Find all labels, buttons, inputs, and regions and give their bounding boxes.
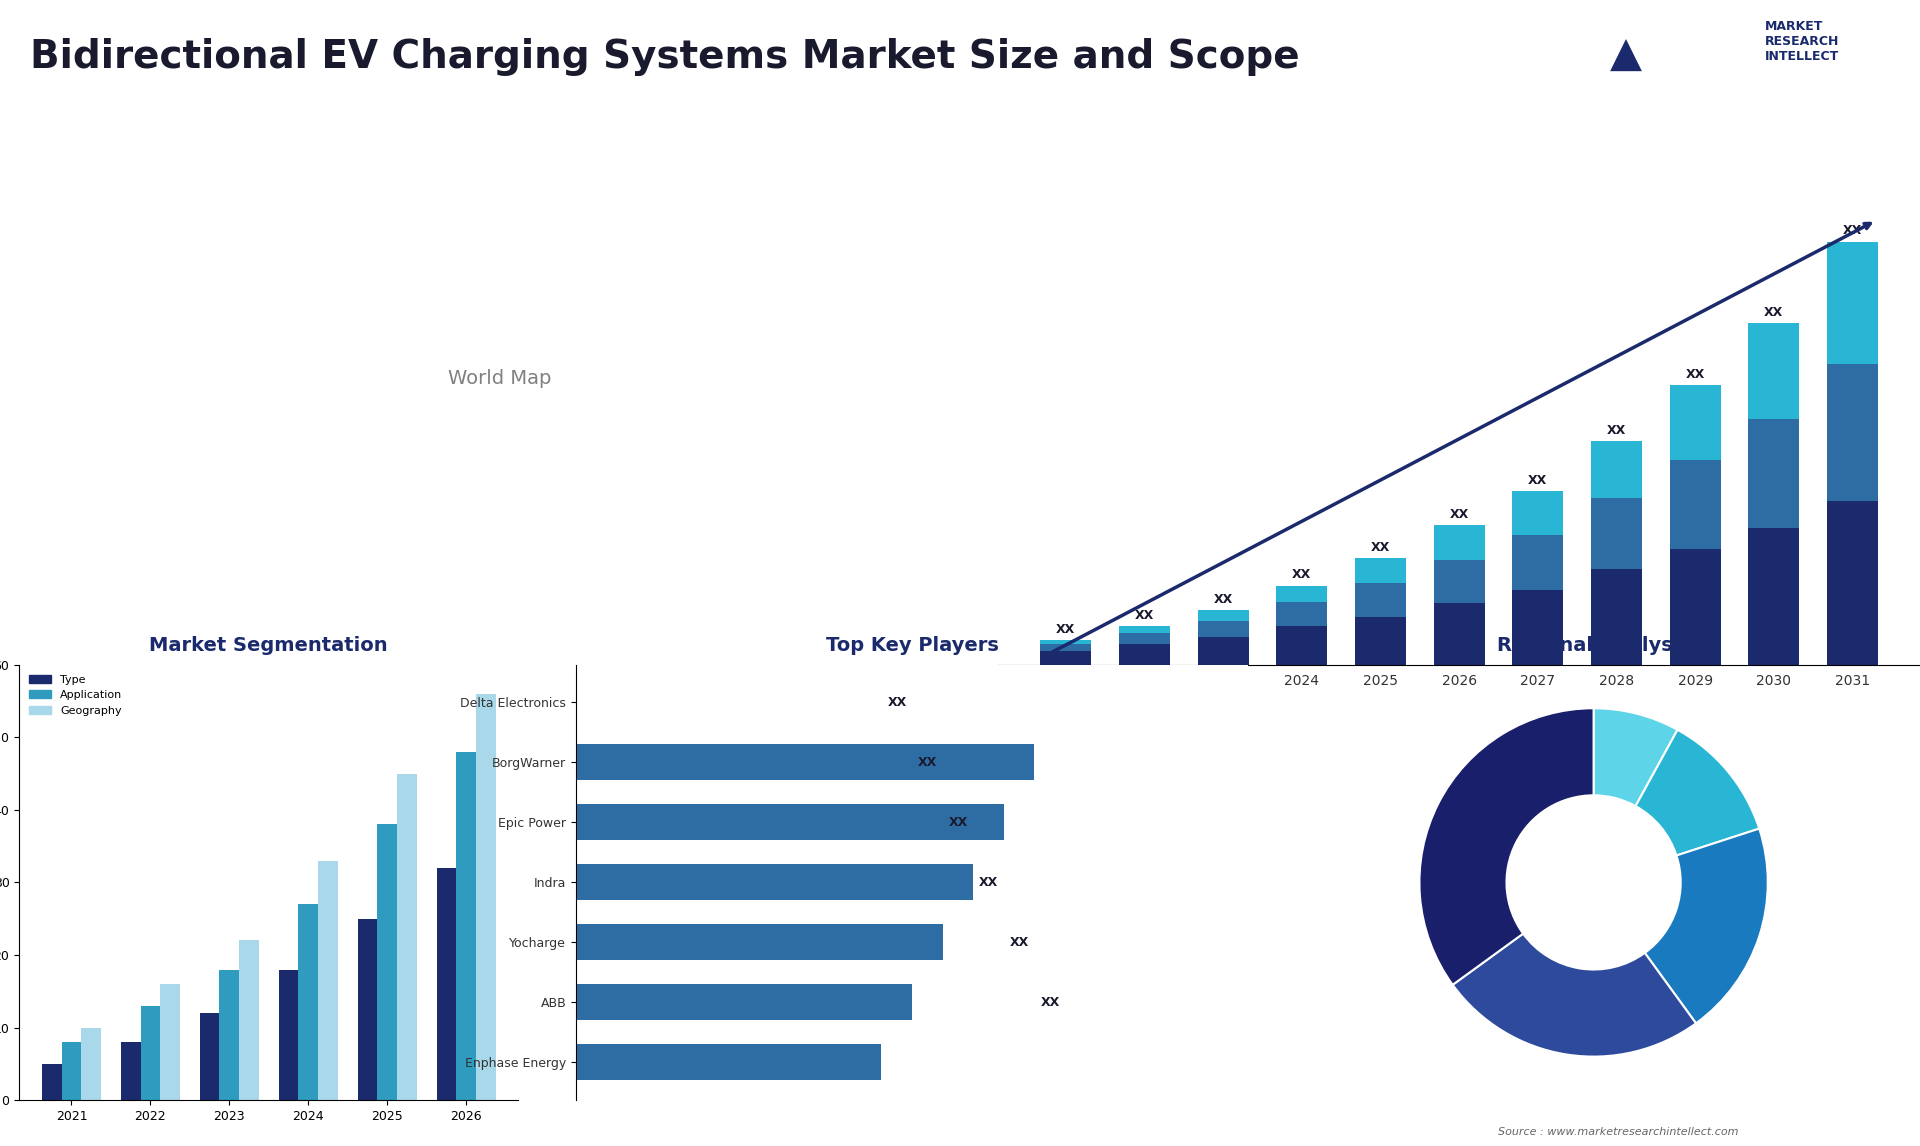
Bar (357, 919, 378, 1100)
Bar (42, 1063, 61, 1100)
Bar (1041, 651, 1091, 665)
Text: MARKET
RESEARCH
INTELLECT: MARKET RESEARCH INTELLECT (1764, 19, 1839, 63)
Bar (219, 970, 240, 1100)
Bar (1513, 589, 1563, 665)
Bar (1749, 419, 1799, 528)
Bar (576, 804, 1004, 840)
Bar (140, 1006, 159, 1100)
Bar (298, 904, 319, 1100)
Bar (476, 693, 495, 1100)
Title: Regional Analysis: Regional Analysis (1498, 636, 1690, 654)
Wedge shape (1419, 708, 1594, 984)
Bar (1828, 364, 1878, 501)
Text: XX: XX (1041, 996, 1060, 1008)
Bar (278, 970, 298, 1100)
Wedge shape (1645, 829, 1768, 1023)
Bar (1119, 627, 1169, 634)
Bar (1198, 637, 1248, 665)
Text: XX: XX (1607, 424, 1626, 437)
Bar (457, 752, 476, 1100)
Wedge shape (1453, 934, 1695, 1057)
Bar (1749, 528, 1799, 665)
Text: XX: XX (948, 816, 968, 829)
Bar (1513, 535, 1563, 589)
Text: XX: XX (1371, 541, 1390, 555)
Bar (576, 984, 912, 1020)
Text: XX: XX (887, 696, 906, 709)
Text: XX: XX (1213, 592, 1233, 606)
Bar (1828, 501, 1878, 665)
Bar (81, 1028, 102, 1100)
Bar (1041, 641, 1091, 644)
Bar (1434, 559, 1484, 603)
Text: XX: XX (1450, 509, 1469, 521)
Bar (1592, 570, 1642, 665)
Bar (1041, 644, 1091, 651)
Bar (1198, 610, 1248, 621)
Legend: Type, Application, Geography: Type, Application, Geography (25, 670, 127, 720)
Bar (1828, 242, 1878, 364)
Text: XX: XX (1292, 568, 1311, 581)
Bar (1592, 499, 1642, 570)
Text: Source : www.marketresearchintellect.com: Source : www.marketresearchintellect.com (1498, 1127, 1738, 1137)
Wedge shape (1636, 730, 1759, 856)
Bar (1277, 602, 1327, 627)
Bar (1670, 460, 1720, 549)
Bar (1277, 627, 1327, 665)
Text: XX: XX (979, 876, 998, 889)
Text: XX: XX (1528, 474, 1548, 487)
Bar (576, 864, 973, 901)
Bar (200, 1013, 219, 1100)
Bar (1198, 621, 1248, 637)
Bar (1119, 634, 1169, 644)
Bar (1277, 586, 1327, 602)
Bar (1513, 492, 1563, 535)
Bar (61, 1042, 81, 1100)
Bar (1356, 558, 1405, 583)
Bar (397, 774, 417, 1100)
Bar (1749, 323, 1799, 419)
Text: Bidirectional EV Charging Systems Market Size and Scope: Bidirectional EV Charging Systems Market… (31, 38, 1300, 77)
Bar (319, 861, 338, 1100)
Wedge shape (1594, 708, 1678, 806)
Title: Market Segmentation: Market Segmentation (150, 636, 388, 654)
Bar (1356, 583, 1405, 617)
Text: XX: XX (1056, 623, 1075, 636)
Bar (1670, 385, 1720, 460)
Bar (1434, 603, 1484, 665)
Text: XX: XX (1764, 306, 1784, 320)
Text: ▲: ▲ (1611, 34, 1642, 76)
Text: XX: XX (1686, 368, 1705, 380)
Text: XX: XX (1843, 225, 1862, 237)
Text: XX: XX (1135, 610, 1154, 622)
Bar (576, 925, 943, 960)
Bar (576, 745, 1035, 780)
Bar (1592, 441, 1642, 499)
Bar (576, 1044, 881, 1081)
Text: World Map: World Map (447, 369, 551, 387)
Bar (1670, 549, 1720, 665)
Bar (159, 984, 180, 1100)
Bar (378, 824, 397, 1100)
Bar (436, 868, 457, 1100)
Bar (1434, 526, 1484, 559)
Bar (240, 941, 259, 1100)
Bar (1119, 644, 1169, 665)
Text: XX: XX (1010, 936, 1029, 949)
Title: Top Key Players: Top Key Players (826, 636, 998, 654)
Bar (121, 1042, 140, 1100)
Bar (1356, 617, 1405, 665)
Text: XX: XX (918, 756, 937, 769)
